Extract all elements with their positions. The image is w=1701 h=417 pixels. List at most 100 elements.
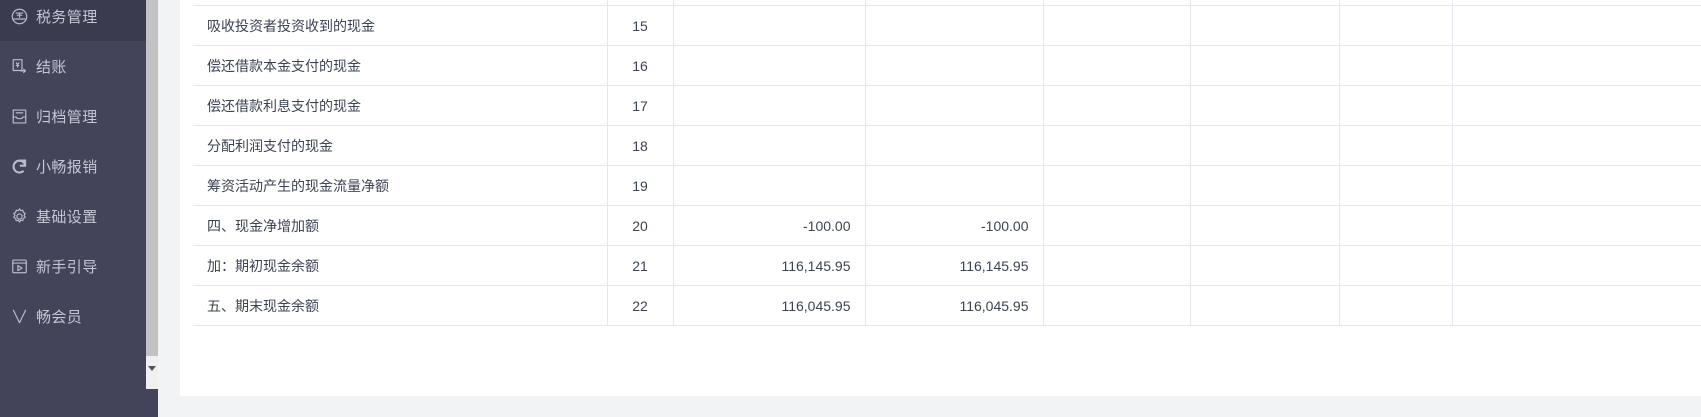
sidebar-item-7[interactable]: 畅会员 bbox=[0, 291, 146, 341]
row-empty-cell-2[interactable] bbox=[1190, 285, 1340, 326]
table-row[interactable]: 吸收投资者投资收到的现金 15 bbox=[193, 5, 1701, 46]
row-prior-amount[interactable] bbox=[865, 125, 1044, 166]
row-empty-cell-3[interactable] bbox=[1339, 245, 1453, 286]
table-row[interactable]: 取得借款收到的现金14 bbox=[193, 0, 1701, 6]
row-item-name[interactable]: 分配利润支付的现金 bbox=[193, 125, 608, 166]
sidebar-scrollbar[interactable] bbox=[146, 0, 158, 417]
row-line-number[interactable]: 17 bbox=[607, 85, 674, 126]
table-row[interactable]: 偿还借款本金支付的现金 16 bbox=[193, 45, 1701, 86]
row-empty-cell-2[interactable] bbox=[1190, 245, 1340, 286]
row-item-name[interactable]: 偿还借款利息支付的现金 bbox=[193, 85, 608, 126]
sidebar-item-partial[interactable] bbox=[0, 405, 146, 417]
row-empty-cell-2[interactable] bbox=[1190, 5, 1340, 46]
sidebar-item-partial-row[interactable] bbox=[0, 405, 146, 417]
sidebar-item-label: 小畅报销 bbox=[36, 158, 98, 176]
row-empty-cell-1[interactable] bbox=[1043, 5, 1191, 46]
sidebar-item-6[interactable]: 新手引导 bbox=[0, 241, 146, 291]
table-row[interactable]: 分配利润支付的现金 18 bbox=[193, 125, 1701, 166]
sidebar-item-4[interactable]: 小畅报销 bbox=[0, 141, 146, 191]
row-empty-cell-2[interactable] bbox=[1190, 85, 1340, 126]
row-prior-amount[interactable]: -100.00 bbox=[865, 205, 1044, 246]
table-row[interactable]: 五、期末现金余额 22 116,045.95 116,045.95 bbox=[193, 285, 1701, 326]
row-empty-cell-1[interactable] bbox=[1043, 285, 1191, 326]
row-line-number[interactable]: 18 bbox=[607, 125, 674, 166]
row-item-name[interactable]: 吸收投资者投资收到的现金 bbox=[193, 5, 608, 46]
row-empty-cell-4[interactable] bbox=[1452, 5, 1701, 46]
row-empty-cell-2[interactable] bbox=[1190, 125, 1340, 166]
row-line-number[interactable]: 19 bbox=[607, 165, 674, 206]
row-empty-cell-3[interactable] bbox=[1339, 285, 1453, 326]
row-empty-cell-2[interactable] bbox=[1190, 205, 1340, 246]
scroll-down-arrow-icon[interactable] bbox=[146, 361, 158, 375]
row-prior-amount[interactable] bbox=[865, 165, 1044, 206]
row-current-amount[interactable] bbox=[673, 125, 866, 166]
row-current-amount[interactable]: -100.00 bbox=[673, 205, 866, 246]
table-row[interactable]: 筹资活动产生的现金流量净额 19 bbox=[193, 165, 1701, 206]
row-line-number[interactable]: 16 bbox=[607, 45, 674, 86]
row-empty-cell-3[interactable] bbox=[1339, 85, 1453, 126]
row-item-name[interactable]: 加：期初现金余额 bbox=[193, 245, 608, 286]
row-empty-cell-1[interactable] bbox=[1043, 245, 1191, 286]
row-empty-cell-3[interactable] bbox=[1339, 165, 1453, 206]
row-current-amount[interactable] bbox=[673, 45, 866, 86]
row-empty-cell-4[interactable] bbox=[1452, 125, 1701, 166]
row-empty-cell-1[interactable] bbox=[1043, 45, 1191, 86]
row-line-number[interactable]: 22 bbox=[607, 285, 674, 326]
row-empty-cell-3[interactable] bbox=[1339, 205, 1453, 246]
sidebar-item-5[interactable]: 基础设置 bbox=[0, 191, 146, 241]
row-empty-cell-4[interactable] bbox=[1452, 0, 1701, 6]
table-row[interactable]: 偿还借款利息支付的现金 17 bbox=[193, 85, 1701, 126]
row-empty-cell-3[interactable] bbox=[1339, 0, 1453, 6]
row-prior-amount[interactable] bbox=[865, 45, 1044, 86]
row-empty-cell-1[interactable] bbox=[1043, 205, 1191, 246]
row-current-amount[interactable] bbox=[673, 5, 866, 46]
sidebar-item-label: 归档管理 bbox=[36, 108, 98, 126]
sidebar-item-2[interactable]: 结账 bbox=[0, 41, 146, 91]
sidebar-scrollbar-thumb[interactable] bbox=[146, 0, 158, 356]
row-empty-cell-1[interactable] bbox=[1043, 0, 1191, 6]
row-empty-cell-1[interactable] bbox=[1043, 165, 1191, 206]
row-current-amount[interactable] bbox=[673, 85, 866, 126]
row-prior-amount[interactable] bbox=[865, 5, 1044, 46]
table-row[interactable]: 四、现金净增加额 20 -100.00 -100.00 bbox=[193, 205, 1701, 246]
row-empty-cell-4[interactable] bbox=[1452, 165, 1701, 206]
row-line-number[interactable]: 20 bbox=[607, 205, 674, 246]
sidebar-item-label: 结账 bbox=[36, 58, 67, 76]
row-empty-cell-4[interactable] bbox=[1452, 285, 1701, 326]
row-current-amount[interactable]: 116,045.95 bbox=[673, 285, 866, 326]
g-logo-icon bbox=[2, 157, 36, 176]
row-empty-cell-1[interactable] bbox=[1043, 85, 1191, 126]
row-empty-cell-2[interactable] bbox=[1190, 45, 1340, 86]
sidebar-item-3[interactable]: 归档管理 bbox=[0, 91, 146, 141]
row-empty-cell-1[interactable] bbox=[1043, 125, 1191, 166]
row-empty-cell-3[interactable] bbox=[1339, 45, 1453, 86]
row-item-name[interactable]: 筹资活动产生的现金流量净额 bbox=[193, 165, 608, 206]
row-item-name[interactable]: 取得借款收到的现金 bbox=[193, 0, 608, 6]
row-current-amount[interactable]: 116,145.95 bbox=[673, 245, 866, 286]
row-item-name[interactable]: 四、现金净增加额 bbox=[193, 205, 608, 246]
row-prior-amount[interactable] bbox=[865, 85, 1044, 126]
sidebar-item-1[interactable]: 税务管理 bbox=[0, 0, 146, 41]
row-line-number[interactable]: 14 bbox=[607, 0, 674, 6]
row-empty-cell-2[interactable] bbox=[1190, 0, 1340, 6]
row-empty-cell-3[interactable] bbox=[1339, 5, 1453, 46]
row-empty-cell-4[interactable] bbox=[1452, 85, 1701, 126]
row-line-number[interactable]: 21 bbox=[607, 245, 674, 286]
row-empty-cell-4[interactable] bbox=[1452, 205, 1701, 246]
sidebar-scrollbar-tail bbox=[146, 389, 158, 417]
row-current-amount[interactable] bbox=[673, 0, 866, 6]
row-empty-cell-2[interactable] bbox=[1190, 165, 1340, 206]
row-item-name[interactable]: 五、期末现金余额 bbox=[193, 285, 608, 326]
row-empty-cell-4[interactable] bbox=[1452, 245, 1701, 286]
row-prior-amount[interactable] bbox=[865, 0, 1044, 6]
row-prior-amount[interactable]: 116,045.95 bbox=[865, 285, 1044, 326]
table-row[interactable]: 加：期初现金余额 21 116,145.95 116,145.95 bbox=[193, 245, 1701, 286]
cash-flow-table-body: 取得借款收到的现金14吸收投资者投资收到的现金15偿还借款本金支付的现金16偿还… bbox=[193, 0, 1701, 326]
row-empty-cell-4[interactable] bbox=[1452, 45, 1701, 86]
closing-book-yen-icon bbox=[2, 57, 36, 76]
row-item-name[interactable]: 偿还借款本金支付的现金 bbox=[193, 45, 608, 86]
row-current-amount[interactable] bbox=[673, 165, 866, 206]
row-line-number[interactable]: 15 bbox=[607, 5, 674, 46]
row-empty-cell-3[interactable] bbox=[1339, 125, 1453, 166]
row-prior-amount[interactable]: 116,145.95 bbox=[865, 245, 1044, 286]
